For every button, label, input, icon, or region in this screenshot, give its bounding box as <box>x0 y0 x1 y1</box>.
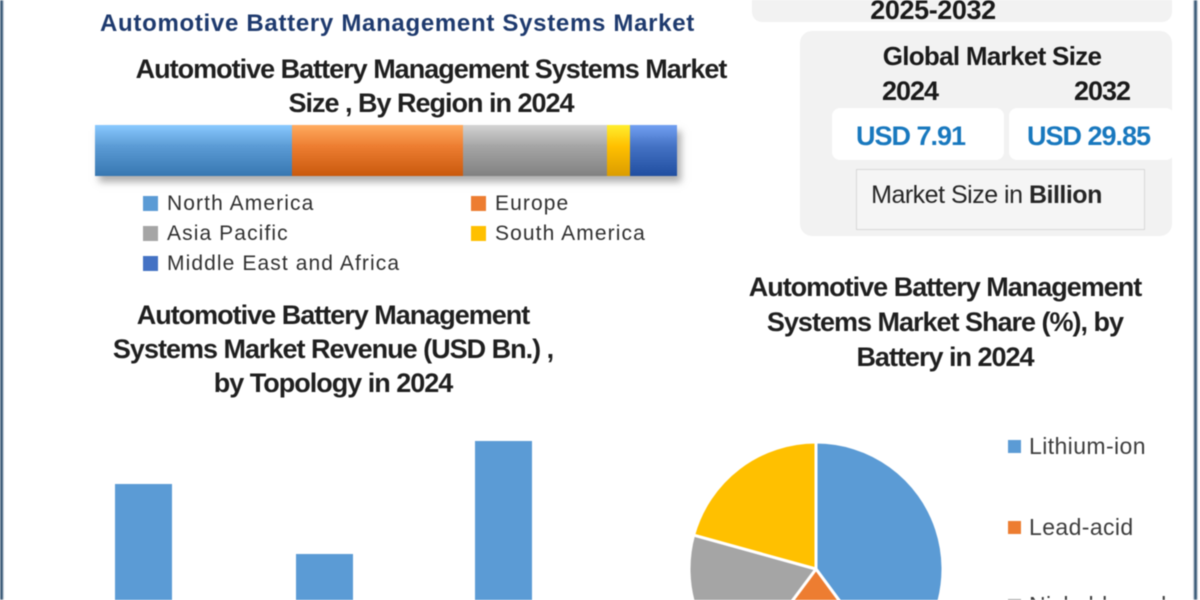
unit-note-bold: Billion <box>1028 181 1102 209</box>
region-chart-title: Automotive Battery Management Systems Ma… <box>81 52 781 120</box>
chart-title-line: Automotive Battery Management <box>748 272 1143 302</box>
legend-swatch-icon <box>471 196 486 211</box>
legend-swatch-icon <box>1008 520 1021 534</box>
legend-label: Nickel-based <box>1029 592 1167 600</box>
legend-swatch-icon <box>143 256 158 271</box>
chart-title-line: Systems Market Share (%), by <box>766 307 1124 337</box>
legend-item: South America <box>471 220 646 247</box>
topology-bar <box>115 484 172 600</box>
legend-swatch-icon <box>471 226 486 241</box>
topology-chart-title: Automotive Battery Management Systems Mar… <box>33 298 633 400</box>
chart-title-line: Size , By Region in 2024 <box>288 88 574 118</box>
stacked-segment-north-america <box>95 125 293 176</box>
chart-title-line: by Topology in 2024 <box>213 368 454 398</box>
market-value-2032: USD 29.85 <box>1009 108 1174 160</box>
legend-swatch-icon <box>143 226 158 241</box>
legend-item: Lithium-ion <box>1008 433 1146 460</box>
legend-swatch-icon <box>1008 598 1021 600</box>
forecast-period-card: 2025-2032 <box>752 0 1172 25</box>
right-frame-line <box>1194 0 1197 600</box>
unit-note-line: Market Size in Billion <box>871 181 1102 210</box>
legend-item: Asia Pacific <box>143 220 289 247</box>
stacked-segment-middle-east-and-africa <box>629 125 677 176</box>
global-market-size-card: Global Market Size 2024 2032 USD 7.91 US… <box>800 31 1174 236</box>
pie-slice-nickel-based <box>687 533 818 600</box>
legend-item: Lead-acid <box>1008 514 1134 541</box>
unit-note-text: Market Size in <box>871 181 1029 209</box>
unit-note-box: Market Size in Billion <box>856 169 1145 230</box>
legend-item: Europe <box>471 190 569 217</box>
legend-item: North America <box>143 190 314 217</box>
pie-slice-lithium-ion <box>814 440 945 600</box>
forecast-period-text: 2025-2032 <box>870 0 996 25</box>
legend-label: Asia Pacific <box>167 222 289 245</box>
legend-label: North America <box>167 192 315 215</box>
legend-swatch-icon <box>143 196 158 211</box>
chart-title-line: Automotive Battery Management <box>136 300 531 330</box>
legend-swatch-icon <box>1008 439 1021 453</box>
global-market-size-title: Global Market Size <box>882 41 1102 71</box>
chart-title-line: Battery in 2024 <box>856 342 1034 372</box>
legend-label: Lithium-ion <box>1029 432 1146 459</box>
page-title: Automotive Battery Management Systems Ma… <box>100 10 695 37</box>
topology-bar <box>475 441 532 600</box>
legend-label: South America <box>495 222 646 245</box>
topology-bar <box>296 554 353 600</box>
stacked-segment-asia-pacific <box>463 125 608 176</box>
legend-label: Europe <box>495 192 570 215</box>
legend-label: Lead-acid <box>1029 513 1134 540</box>
pie-slice-lead-acid <box>791 567 841 600</box>
market-value-2024: USD 7.91 <box>832 108 1004 160</box>
legend-item: Nickel-based <box>1008 592 1167 600</box>
chart-title-line: Automotive Battery Management Systems Ma… <box>135 54 728 84</box>
battery-pie-chart <box>616 369 1016 600</box>
pie-slice-others <box>692 440 818 571</box>
stacked-segment-south-america <box>607 125 630 176</box>
year-2024-label: 2024 <box>881 76 939 106</box>
battery-chart-title: Automotive Battery Management Systems Mar… <box>695 270 1195 375</box>
stacked-segment-europe <box>292 125 464 176</box>
legend-item: Middle East and Africa <box>143 250 400 277</box>
year-2032-label: 2032 <box>1073 76 1131 106</box>
chart-title-line: Systems Market Revenue (USD Bn.) , <box>112 334 554 364</box>
legend-label: Middle East and Africa <box>167 252 401 275</box>
region-stacked-bar <box>95 125 677 176</box>
left-frame-line <box>0 0 3 600</box>
